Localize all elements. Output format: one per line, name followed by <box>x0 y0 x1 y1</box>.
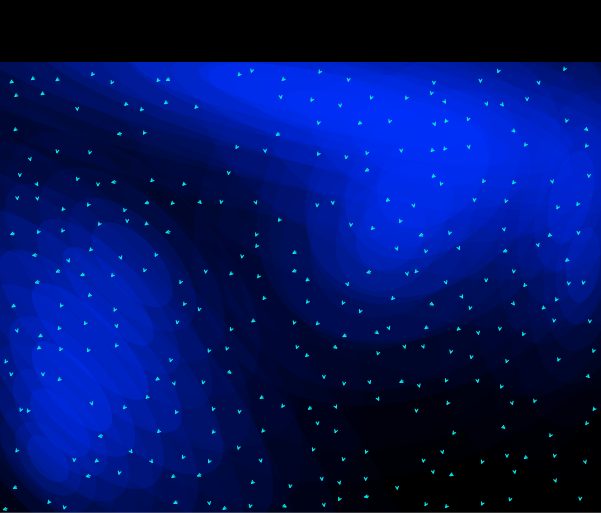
Ellipse shape <box>548 150 594 244</box>
Ellipse shape <box>534 124 601 270</box>
Ellipse shape <box>15 422 81 496</box>
Ellipse shape <box>0 0 601 227</box>
Ellipse shape <box>28 7 601 206</box>
Ellipse shape <box>0 344 129 501</box>
Ellipse shape <box>257 5 601 344</box>
Ellipse shape <box>37 219 180 374</box>
Ellipse shape <box>173 52 572 188</box>
Ellipse shape <box>128 38 569 175</box>
Ellipse shape <box>198 62 427 125</box>
Ellipse shape <box>30 388 90 457</box>
Ellipse shape <box>310 74 531 211</box>
Ellipse shape <box>98 27 601 213</box>
Ellipse shape <box>305 51 560 298</box>
Ellipse shape <box>377 121 489 228</box>
Ellipse shape <box>269 71 548 341</box>
Ellipse shape <box>4 184 212 409</box>
Ellipse shape <box>200 6 601 280</box>
Ellipse shape <box>0 284 164 489</box>
Ellipse shape <box>1 405 96 512</box>
Ellipse shape <box>69 198 196 331</box>
Ellipse shape <box>0 0 601 244</box>
Ellipse shape <box>40 168 225 362</box>
Ellipse shape <box>339 139 478 273</box>
Ellipse shape <box>543 179 601 351</box>
Ellipse shape <box>356 196 426 270</box>
Ellipse shape <box>235 73 510 167</box>
Ellipse shape <box>91 222 173 307</box>
Ellipse shape <box>0 158 273 513</box>
Ellipse shape <box>345 90 520 259</box>
Ellipse shape <box>0 194 244 513</box>
Ellipse shape <box>566 227 600 303</box>
Ellipse shape <box>0 385 114 513</box>
Ellipse shape <box>307 108 510 304</box>
Ellipse shape <box>27 436 69 482</box>
Ellipse shape <box>350 100 491 186</box>
Ellipse shape <box>0 142 251 451</box>
Ellipse shape <box>556 205 601 324</box>
Ellipse shape <box>0 208 224 475</box>
Ellipse shape <box>260 44 581 242</box>
Ellipse shape <box>0 315 154 513</box>
Ellipse shape <box>335 174 446 291</box>
Ellipse shape <box>133 44 492 143</box>
Ellipse shape <box>32 342 112 431</box>
Text: Arrows show the wind wave direction: Arrows show the wind wave direction <box>191 43 410 56</box>
Ellipse shape <box>497 50 601 344</box>
Ellipse shape <box>13 369 108 477</box>
Ellipse shape <box>517 90 601 304</box>
Text: Secondary Swell energy on Monday 31 Mar at 7am ChST: Secondary Swell energy on Monday 31 Mar … <box>65 12 536 31</box>
Ellipse shape <box>311 148 471 318</box>
Ellipse shape <box>9 316 135 457</box>
Ellipse shape <box>0 250 182 433</box>
Ellipse shape <box>0 246 198 513</box>
Ellipse shape <box>285 90 460 150</box>
Ellipse shape <box>63 247 154 346</box>
Ellipse shape <box>0 0 601 191</box>
Ellipse shape <box>208 63 489 150</box>
Ellipse shape <box>0 0 601 248</box>
Ellipse shape <box>32 283 148 400</box>
Ellipse shape <box>52 22 573 165</box>
Ellipse shape <box>364 163 453 249</box>
